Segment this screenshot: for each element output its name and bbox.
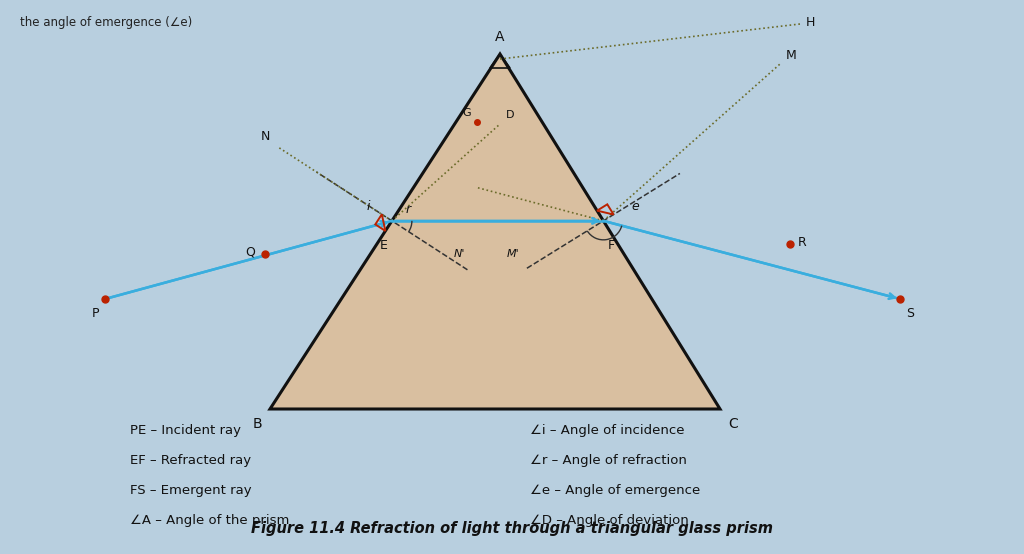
Text: ∠r – Angle of refraction: ∠r – Angle of refraction <box>530 454 687 467</box>
Text: i: i <box>367 200 370 213</box>
Text: FS – Emergent ray: FS – Emergent ray <box>130 484 252 497</box>
Text: ∠A – Angle of the prism: ∠A – Angle of the prism <box>130 514 290 527</box>
Text: F: F <box>607 239 614 252</box>
Text: M': M' <box>506 249 519 259</box>
Text: the angle of emergence (∠e): the angle of emergence (∠e) <box>20 16 193 29</box>
Text: H: H <box>806 16 815 28</box>
Text: e: e <box>632 200 639 213</box>
Text: E: E <box>380 239 388 252</box>
Text: P: P <box>91 307 99 320</box>
Text: C: C <box>728 417 737 431</box>
Text: ∠D – Angle of deviation: ∠D – Angle of deviation <box>530 514 689 527</box>
Text: r: r <box>406 203 411 216</box>
Text: R: R <box>798 235 807 249</box>
Text: S: S <box>906 307 914 320</box>
Text: A: A <box>496 30 505 44</box>
Text: D: D <box>506 110 514 120</box>
Text: G: G <box>463 108 471 118</box>
Text: ∠e – Angle of emergence: ∠e – Angle of emergence <box>530 484 700 497</box>
Text: M: M <box>786 49 797 62</box>
Text: N: N <box>261 130 270 143</box>
Text: PE – Incident ray: PE – Incident ray <box>130 424 241 437</box>
Text: Q: Q <box>245 245 255 259</box>
Text: B: B <box>252 417 262 431</box>
Polygon shape <box>270 54 720 409</box>
Text: EF – Refracted ray: EF – Refracted ray <box>130 454 251 467</box>
Text: Figure 11.4 Refraction of light through a triangular glass prism: Figure 11.4 Refraction of light through … <box>251 521 773 536</box>
Text: ∠i – Angle of incidence: ∠i – Angle of incidence <box>530 424 684 437</box>
Text: N': N' <box>454 249 465 259</box>
